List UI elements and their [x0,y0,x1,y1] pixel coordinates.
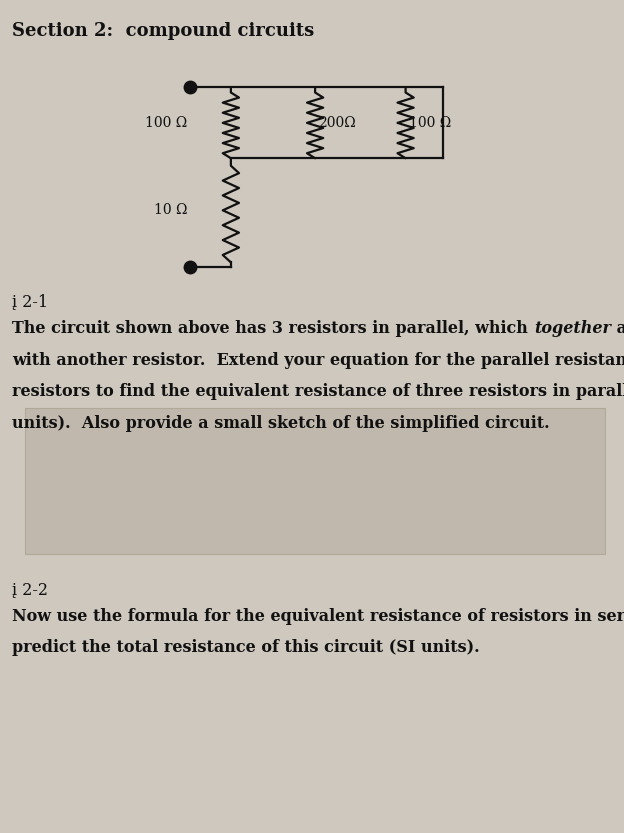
Text: į 2-2: į 2-2 [12,581,49,598]
Text: į 2-1: į 2-1 [12,293,49,310]
Text: 100 Ω: 100 Ω [409,116,451,130]
Text: resistors to find the equivalent resistance of three resistors in parallel (SI: resistors to find the equivalent resista… [12,383,624,401]
Text: are in series: are in series [611,320,624,337]
Text: predict the total resistance of this circuit (SI units).: predict the total resistance of this cir… [12,640,480,656]
Text: together: together [534,320,611,337]
Text: The circuit shown above has 3 resistors in parallel, which: The circuit shown above has 3 resistors … [12,320,534,337]
Text: with another resistor.  Extend your equation for the parallel resistance of two: with another resistor. Extend your equat… [12,352,624,369]
Text: 10 Ω: 10 Ω [154,203,187,217]
Text: units).  Also provide a small sketch of the simplified circuit.: units). Also provide a small sketch of t… [12,415,550,432]
Text: 100 Ω: 100 Ω [145,116,187,130]
FancyBboxPatch shape [25,408,605,554]
Text: Section 2:  compound circuits: Section 2: compound circuits [12,22,314,41]
Text: Now use the formula for the equivalent resistance of resistors in series to: Now use the formula for the equivalent r… [12,608,624,625]
Text: 200Ω: 200Ω [318,116,356,130]
